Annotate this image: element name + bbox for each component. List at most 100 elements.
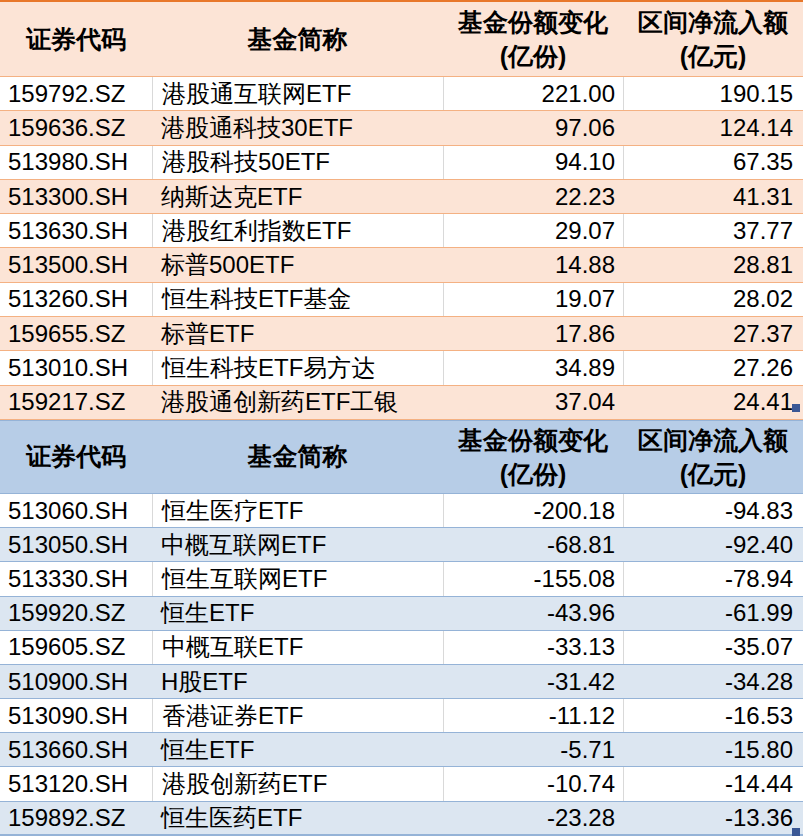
fund-name-cell[interactable]: 恒生医疗ETF	[152, 494, 443, 527]
security-code-cell[interactable]: 513500.SH	[0, 248, 152, 281]
share-change-cell[interactable]: 94.10	[443, 146, 623, 179]
security-code-cell[interactable]: 513660.SH	[0, 733, 152, 766]
net-inflow-cell[interactable]: -92.40	[623, 528, 803, 561]
net-inflow-cell[interactable]: -35.07	[623, 631, 803, 664]
fund-name-cell[interactable]: 中概互联网ETF	[152, 528, 443, 561]
header-net-inflow[interactable]: 区间净流入额 (亿元)	[623, 421, 803, 493]
share-change-cell[interactable]: -68.81	[443, 528, 623, 561]
fund-name-cell[interactable]: 港股通创新药ETF工银	[152, 386, 443, 419]
fund-name-cell[interactable]: 香港证券ETF	[152, 699, 443, 732]
net-inflow-cell[interactable]: -61.99	[623, 597, 803, 630]
share-change-cell[interactable]: 14.88	[443, 248, 623, 281]
share-change-cell[interactable]: 19.07	[443, 283, 623, 316]
fund-name-cell[interactable]: 恒生ETF	[152, 733, 443, 766]
header-fund-name[interactable]: 基金简称	[152, 2, 443, 76]
inflow-table-header: 证券代码 基金简称 基金份额变化 (亿份) 区间净流入额 (亿元)	[0, 0, 803, 77]
security-code-cell[interactable]: 159605.SZ	[0, 631, 152, 664]
security-code-cell[interactable]: 513120.SH	[0, 767, 152, 800]
share-change-cell[interactable]: -31.42	[443, 665, 623, 698]
header-net-inflow-line2: (亿元)	[680, 39, 747, 73]
share-change-cell[interactable]: 97.06	[443, 111, 623, 144]
net-inflow-cell[interactable]: 190.15	[623, 77, 803, 110]
security-code-cell[interactable]: 513630.SH	[0, 214, 152, 247]
security-code-cell[interactable]: 159655.SZ	[0, 317, 152, 350]
security-code-cell[interactable]: 513260.SH	[0, 283, 152, 316]
security-code-cell[interactable]: 513010.SH	[0, 351, 152, 384]
table-row: 159636.SZ 港股通科技30ETF 97.06 124.14	[0, 111, 803, 145]
net-inflow-cell[interactable]: -94.83	[623, 494, 803, 527]
net-inflow-cell[interactable]: 67.35	[623, 146, 803, 179]
net-inflow-cell[interactable]: -14.44	[623, 767, 803, 800]
share-change-cell[interactable]: -43.96	[443, 597, 623, 630]
net-inflow-cell[interactable]: -13.36	[623, 802, 803, 834]
fund-name-cell[interactable]: 港股科技50ETF	[152, 146, 443, 179]
share-change-cell[interactable]: 29.07	[443, 214, 623, 247]
security-code-cell[interactable]: 513090.SH	[0, 699, 152, 732]
share-change-cell[interactable]: 22.23	[443, 180, 623, 213]
table-row: 159605.SZ 中概互联ETF -33.13 -35.07	[0, 631, 803, 665]
fund-name-cell[interactable]: H股ETF	[152, 665, 443, 698]
header-share-change-line2: (亿份)	[500, 39, 567, 73]
security-code-cell[interactable]: 513330.SH	[0, 562, 152, 595]
fund-name-cell[interactable]: 港股红利指数ETF	[152, 214, 443, 247]
fund-name-cell[interactable]: 恒生科技ETF易方达	[152, 351, 443, 384]
security-code-cell[interactable]: 513300.SH	[0, 180, 152, 213]
header-share-change-line2: (亿份)	[500, 457, 567, 491]
table-row: 159920.SZ 恒生ETF -43.96 -61.99	[0, 597, 803, 631]
net-inflow-cell[interactable]: 41.31	[623, 180, 803, 213]
fund-name-cell[interactable]: 恒生ETF	[152, 597, 443, 630]
share-change-cell[interactable]: 37.04	[443, 386, 623, 419]
security-code-cell[interactable]: 513060.SH	[0, 494, 152, 527]
fund-name-cell[interactable]: 港股通科技30ETF	[152, 111, 443, 144]
fund-name-cell[interactable]: 恒生科技ETF基金	[152, 283, 443, 316]
security-code-cell[interactable]: 159217.SZ	[0, 386, 152, 419]
share-change-cell[interactable]: -33.13	[443, 631, 623, 664]
net-inflow-cell[interactable]: 24.41	[623, 386, 803, 419]
net-inflow-cell[interactable]: -15.80	[623, 733, 803, 766]
fill-handle[interactable]	[792, 828, 800, 836]
header-security-code[interactable]: 证券代码	[0, 421, 152, 493]
header-security-code[interactable]: 证券代码	[0, 2, 152, 76]
share-change-cell[interactable]: -200.18	[443, 494, 623, 527]
net-inflow-cell[interactable]: 27.37	[623, 317, 803, 350]
security-code-cell[interactable]: 510900.SH	[0, 665, 152, 698]
share-change-cell[interactable]: -155.08	[443, 562, 623, 595]
fund-name-cell[interactable]: 恒生互联网ETF	[152, 562, 443, 595]
header-share-change[interactable]: 基金份额变化 (亿份)	[443, 421, 623, 493]
share-change-cell[interactable]: 17.86	[443, 317, 623, 350]
net-inflow-cell[interactable]: 28.02	[623, 283, 803, 316]
security-code-cell[interactable]: 159792.SZ	[0, 77, 152, 110]
net-inflow-cell[interactable]: -34.28	[623, 665, 803, 698]
net-inflow-cell[interactable]: -78.94	[623, 562, 803, 595]
security-code-cell[interactable]: 159892.SZ	[0, 802, 152, 834]
fund-name-cell[interactable]: 港股创新药ETF	[152, 767, 443, 800]
share-change-cell[interactable]: -10.74	[443, 767, 623, 800]
share-change-cell[interactable]: -5.71	[443, 733, 623, 766]
fund-name-cell[interactable]: 纳斯达克ETF	[152, 180, 443, 213]
fund-name-cell[interactable]: 标普ETF	[152, 317, 443, 350]
share-change-cell[interactable]: -23.28	[443, 802, 623, 834]
net-inflow-cell[interactable]: 124.14	[623, 111, 803, 144]
header-net-inflow[interactable]: 区间净流入额 (亿元)	[623, 2, 803, 76]
net-inflow-cell[interactable]: 37.77	[623, 214, 803, 247]
net-inflow-cell[interactable]: 28.81	[623, 248, 803, 281]
header-share-change[interactable]: 基金份额变化 (亿份)	[443, 2, 623, 76]
fund-name-cell[interactable]: 标普500ETF	[152, 248, 443, 281]
security-code-cell[interactable]: 159636.SZ	[0, 111, 152, 144]
net-inflow-cell[interactable]: 27.26	[623, 351, 803, 384]
table-row: 510900.SH H股ETF -31.42 -34.28	[0, 665, 803, 699]
security-code-cell[interactable]: 513980.SH	[0, 146, 152, 179]
share-change-cell[interactable]: 221.00	[443, 77, 623, 110]
share-change-cell[interactable]: 34.89	[443, 351, 623, 384]
table-row: 513630.SH 港股红利指数ETF 29.07 37.77	[0, 214, 803, 248]
fund-name-cell[interactable]: 中概互联ETF	[152, 631, 443, 664]
table-row: 159217.SZ 港股通创新药ETF工银 37.04 24.41	[0, 386, 803, 420]
share-change-cell[interactable]: -11.12	[443, 699, 623, 732]
security-code-cell[interactable]: 159920.SZ	[0, 597, 152, 630]
fund-name-cell[interactable]: 港股通互联网ETF	[152, 77, 443, 110]
fill-handle[interactable]	[792, 404, 800, 412]
security-code-cell[interactable]: 513050.SH	[0, 528, 152, 561]
header-fund-name[interactable]: 基金简称	[152, 421, 443, 493]
net-inflow-cell[interactable]: -16.53	[623, 699, 803, 732]
fund-name-cell[interactable]: 恒生医药ETF	[152, 802, 443, 834]
